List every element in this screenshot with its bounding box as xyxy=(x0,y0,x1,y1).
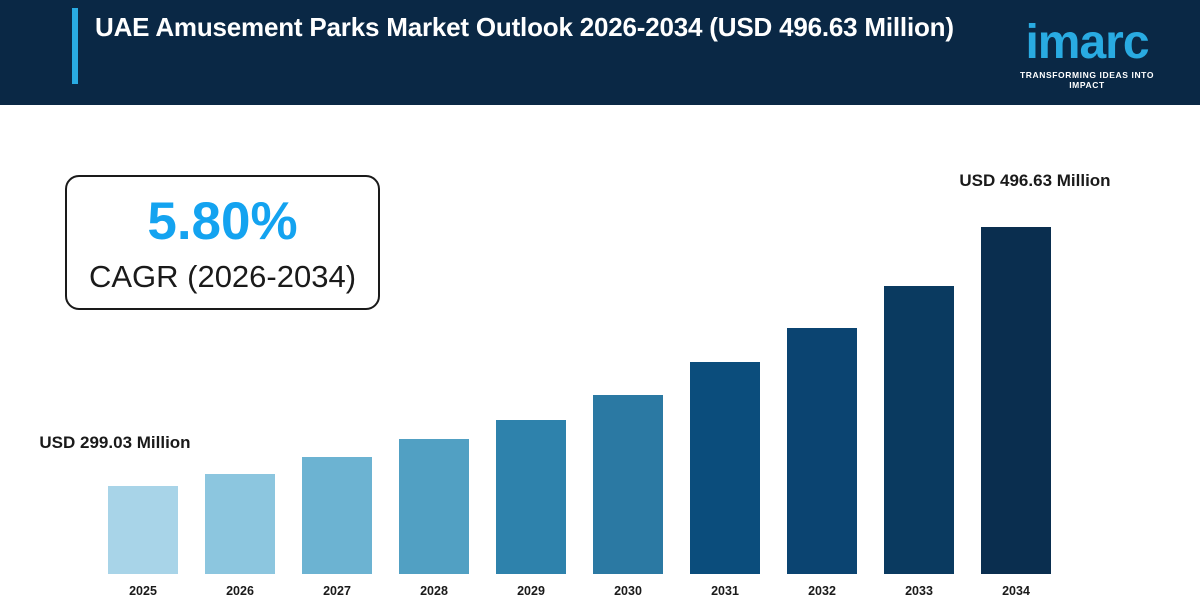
bar-2034 xyxy=(981,227,1051,574)
header-banner: UAE Amusement Parks Market Outlook 2026-… xyxy=(0,0,1200,105)
cagr-badge: 5.80% CAGR (2026-2034) xyxy=(65,175,380,310)
x-axis-label-2034: 2034 xyxy=(1002,584,1030,598)
x-axis-label-2026: 2026 xyxy=(226,584,254,598)
x-axis-label-2033: 2033 xyxy=(905,584,933,598)
cagr-label: CAGR (2026-2034) xyxy=(88,259,357,294)
value-callout-first: USD 299.03 Million xyxy=(39,433,191,452)
x-axis-label-2029: 2029 xyxy=(517,584,545,598)
bar-2033 xyxy=(884,286,954,574)
bar-2029 xyxy=(496,420,566,574)
x-axis-label-2027: 2027 xyxy=(323,584,351,598)
bar-2026 xyxy=(205,474,275,574)
bar-2031 xyxy=(690,362,760,574)
x-axis-label-2032: 2032 xyxy=(808,584,836,598)
bar-2030 xyxy=(593,395,663,574)
bar-2032 xyxy=(787,328,857,574)
logo-wordmark: imarc xyxy=(1025,16,1149,69)
logo-tagline: TRANSFORMING IDEAS INTO IMPACT xyxy=(1019,70,1155,90)
x-axis-label-2031: 2031 xyxy=(711,584,739,598)
x-axis-label-2025: 2025 xyxy=(129,584,157,598)
bar-2027 xyxy=(302,457,372,574)
bar-2028 xyxy=(399,439,469,574)
bar-2025 xyxy=(108,486,178,574)
cagr-value: 5.80% xyxy=(147,192,298,251)
page-title: UAE Amusement Parks Market Outlook 2026-… xyxy=(95,12,954,42)
value-callout-last: USD 496.63 Million xyxy=(959,171,1111,190)
header-accent-bar xyxy=(72,8,78,84)
x-axis-label-2028: 2028 xyxy=(420,584,448,598)
imarc-logo: imarc TRANSFORMING IDEAS INTO IMPACT xyxy=(1002,14,1172,91)
x-axis-label-2030: 2030 xyxy=(614,584,642,598)
